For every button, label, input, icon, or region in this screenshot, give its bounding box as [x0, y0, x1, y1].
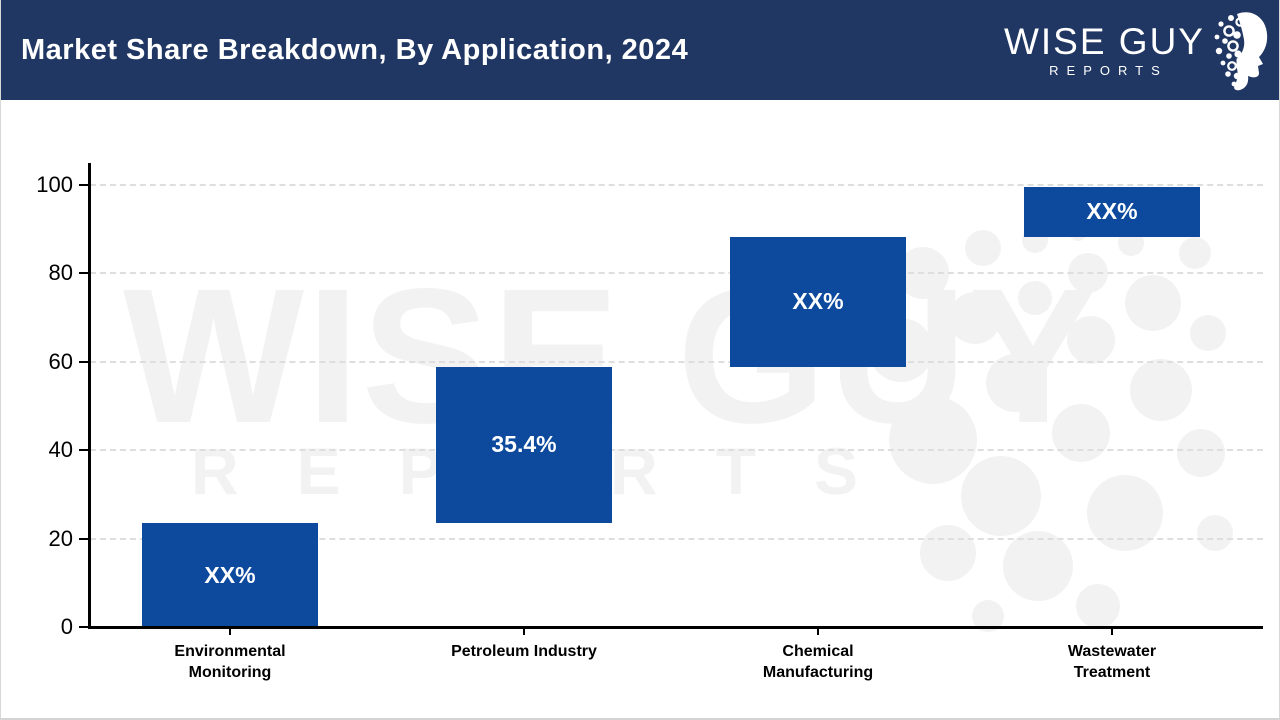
- gridline-80: [90, 272, 1263, 275]
- gridline-40: [90, 449, 1263, 452]
- category-label-environmental-monitoring: Environmental Monitoring: [174, 643, 286, 681]
- gridline-60: [90, 360, 1263, 363]
- header-bar: Market Share Breakdown, By Application, …: [1, 0, 1279, 100]
- bar-value-label: XX%: [792, 288, 844, 315]
- x-axis-tickmark: [523, 627, 525, 635]
- y-axis-tick-label: 20: [48, 525, 73, 551]
- bar-petroleum-industry: 35.4%: [436, 366, 612, 524]
- y-axis-line: [88, 163, 91, 629]
- y-axis-tickmark: [79, 272, 89, 275]
- page-title: Market Share Breakdown, By Application, …: [21, 33, 689, 66]
- chart-area: WISE GUY REPORTS: [1, 100, 1279, 718]
- y-axis-tickmark: [79, 537, 89, 540]
- x-axis-line: [88, 626, 1263, 629]
- watermark-head-icon: [869, 223, 1233, 632]
- logo-text: WISE GUY REPORTS: [1004, 23, 1205, 78]
- bar-wastewater-treatment: XX%: [1024, 186, 1200, 238]
- logo-brand-text: WISE GUY: [1003, 20, 1205, 62]
- x-axis-tickmark: [229, 627, 231, 635]
- y-axis-tickmark: [79, 184, 89, 186]
- gridline-100: [90, 184, 1263, 186]
- category-label-petroleum-industry: Petroleum Industry: [451, 643, 597, 660]
- y-axis-tick-label: 40: [48, 437, 73, 463]
- y-axis-tick-label: 80: [48, 260, 73, 286]
- bar-value-label: 35.4%: [491, 431, 557, 458]
- logo-sub-text: REPORTS: [1049, 62, 1168, 78]
- y-axis-tickmark: [79, 360, 89, 363]
- category-label-chemical-manufacturing: Chemical Manufacturing: [762, 643, 874, 681]
- y-axis-tickmark: [79, 449, 89, 452]
- bar-environmental-monitoring: XX%: [142, 523, 318, 627]
- x-axis-tickmark: [1111, 627, 1113, 635]
- y-axis-tickmark: [79, 626, 89, 628]
- bar-value-label: XX%: [204, 561, 256, 588]
- y-axis-tick-label: 100: [36, 172, 73, 197]
- logo-head-icon: [1214, 12, 1268, 91]
- x-axis-tickmark: [817, 627, 819, 635]
- wise-guy-logo: WISE GUY REPORTS: [1004, 8, 1271, 92]
- gridline-20: [90, 537, 1263, 540]
- bar-chemical-manufacturing: XX%: [730, 237, 906, 367]
- bar-value-label: XX%: [1086, 198, 1138, 225]
- y-axis-tick-label: 0: [60, 614, 73, 639]
- y-axis-tick-label: 60: [48, 348, 73, 374]
- category-label-wastewater-treatment: Wastewater Treatment: [1067, 643, 1157, 681]
